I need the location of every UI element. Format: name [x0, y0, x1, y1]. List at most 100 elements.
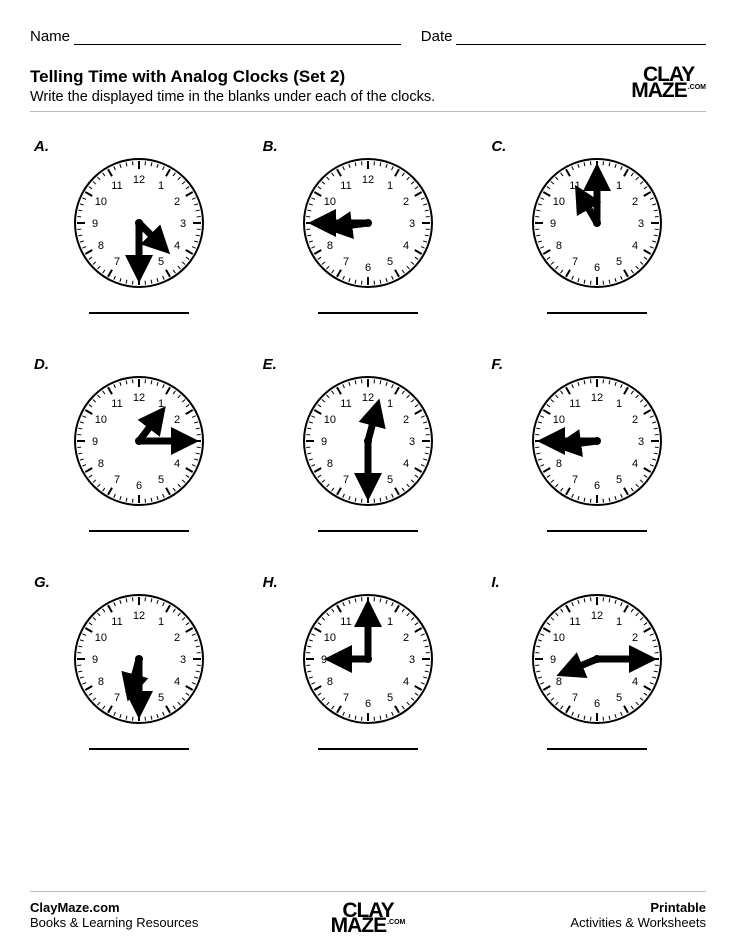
logo-footer: CLAY MAZE.COM [331, 903, 406, 935]
clock-face: 123456789101112 [531, 375, 663, 512]
svg-text:3: 3 [409, 436, 415, 448]
answer-blank[interactable] [89, 312, 189, 314]
answer-blank[interactable] [89, 748, 189, 750]
clock-face: 123456789101112 [531, 593, 663, 730]
footer-left: ClayMaze.com Books & Learning Resources [30, 900, 198, 930]
svg-text:8: 8 [98, 458, 104, 470]
svg-text:10: 10 [324, 414, 336, 426]
answer-blank[interactable] [547, 312, 647, 314]
svg-text:10: 10 [552, 196, 564, 208]
footer-site: ClayMaze.com [30, 900, 198, 915]
svg-text:1: 1 [387, 180, 393, 192]
answer-blank[interactable] [318, 748, 418, 750]
svg-text:7: 7 [343, 474, 349, 486]
svg-text:4: 4 [632, 458, 638, 470]
svg-text:8: 8 [327, 676, 333, 688]
answer-blank[interactable] [318, 312, 418, 314]
svg-text:12: 12 [133, 174, 145, 186]
svg-text:3: 3 [638, 218, 644, 230]
answer-blank[interactable] [547, 530, 647, 532]
svg-text:1: 1 [158, 616, 164, 628]
svg-text:8: 8 [327, 240, 333, 252]
svg-text:5: 5 [616, 692, 622, 704]
svg-text:9: 9 [550, 218, 556, 230]
svg-text:10: 10 [95, 196, 107, 208]
clock-label: E. [263, 356, 277, 373]
svg-text:4: 4 [632, 240, 638, 252]
svg-text:4: 4 [632, 676, 638, 688]
svg-text:4: 4 [403, 458, 409, 470]
svg-text:4: 4 [174, 458, 180, 470]
svg-text:2: 2 [174, 632, 180, 644]
svg-text:3: 3 [409, 654, 415, 666]
svg-text:1: 1 [616, 616, 622, 628]
svg-text:7: 7 [572, 692, 578, 704]
answer-blank[interactable] [89, 530, 189, 532]
clock-cell: F.123456789101112 [487, 356, 706, 532]
svg-text:7: 7 [114, 474, 120, 486]
svg-text:5: 5 [158, 256, 164, 268]
logo-footer-line2: MAZE.COM [331, 918, 406, 934]
svg-text:5: 5 [158, 474, 164, 486]
svg-text:1: 1 [616, 180, 622, 192]
svg-text:9: 9 [92, 654, 98, 666]
name-field[interactable]: Name [30, 28, 401, 45]
svg-text:7: 7 [114, 256, 120, 268]
clock-cell: G.123456789101112 [30, 574, 249, 750]
svg-text:9: 9 [92, 218, 98, 230]
svg-text:2: 2 [632, 196, 638, 208]
svg-text:12: 12 [362, 392, 374, 404]
name-input-line[interactable] [74, 29, 401, 45]
svg-text:2: 2 [632, 414, 638, 426]
svg-text:8: 8 [555, 676, 561, 688]
clock-grid: A.123456789101112B.123456789101112C.1234… [30, 138, 706, 750]
svg-text:6: 6 [365, 262, 371, 274]
svg-text:10: 10 [95, 632, 107, 644]
logo-top: CLAY MAZE.COM [631, 67, 706, 99]
title-row: Telling Time with Analog Clocks (Set 2) … [30, 67, 706, 112]
answer-blank[interactable] [547, 748, 647, 750]
clock-label: C. [491, 138, 506, 155]
svg-text:7: 7 [343, 256, 349, 268]
svg-text:12: 12 [591, 610, 603, 622]
clock-label: F. [491, 356, 503, 373]
footer-right: Printable Activities & Worksheets [570, 900, 706, 930]
svg-text:11: 11 [112, 180, 123, 192]
clock-label: B. [263, 138, 278, 155]
clock-cell: C.123456789101112 [487, 138, 706, 314]
svg-text:11: 11 [340, 616, 351, 628]
worksheet-instruction: Write the displayed time in the blanks u… [30, 89, 435, 105]
svg-text:9: 9 [550, 654, 556, 666]
svg-text:1: 1 [387, 398, 393, 410]
svg-text:10: 10 [95, 414, 107, 426]
svg-text:8: 8 [98, 676, 104, 688]
svg-text:10: 10 [552, 414, 564, 426]
svg-text:3: 3 [180, 218, 186, 230]
svg-text:8: 8 [98, 240, 104, 252]
clock-label: G. [34, 574, 50, 591]
clock-face: 123456789101112 [531, 157, 663, 294]
svg-text:11: 11 [569, 398, 580, 410]
svg-text:3: 3 [180, 654, 186, 666]
clock-face: 123456789101112 [302, 593, 434, 730]
footer-left-sub: Books & Learning Resources [30, 915, 198, 930]
svg-text:12: 12 [362, 174, 374, 186]
svg-text:5: 5 [616, 474, 622, 486]
clock-label: A. [34, 138, 49, 155]
date-input-line[interactable] [456, 29, 706, 45]
svg-text:3: 3 [638, 436, 644, 448]
svg-text:2: 2 [403, 196, 409, 208]
clock-face: 123456789101112 [73, 157, 205, 294]
clock-cell: H.123456789101112 [259, 574, 478, 750]
svg-text:7: 7 [572, 474, 578, 486]
clock-cell: I.123456789101112 [487, 574, 706, 750]
svg-text:11: 11 [340, 180, 351, 192]
svg-text:8: 8 [555, 458, 561, 470]
date-field[interactable]: Date [421, 28, 706, 45]
svg-text:6: 6 [594, 262, 600, 274]
svg-text:1: 1 [387, 616, 393, 628]
answer-blank[interactable] [318, 530, 418, 532]
svg-text:6: 6 [365, 698, 371, 710]
svg-text:9: 9 [321, 436, 327, 448]
logo-line2: MAZE.COM [631, 83, 706, 99]
